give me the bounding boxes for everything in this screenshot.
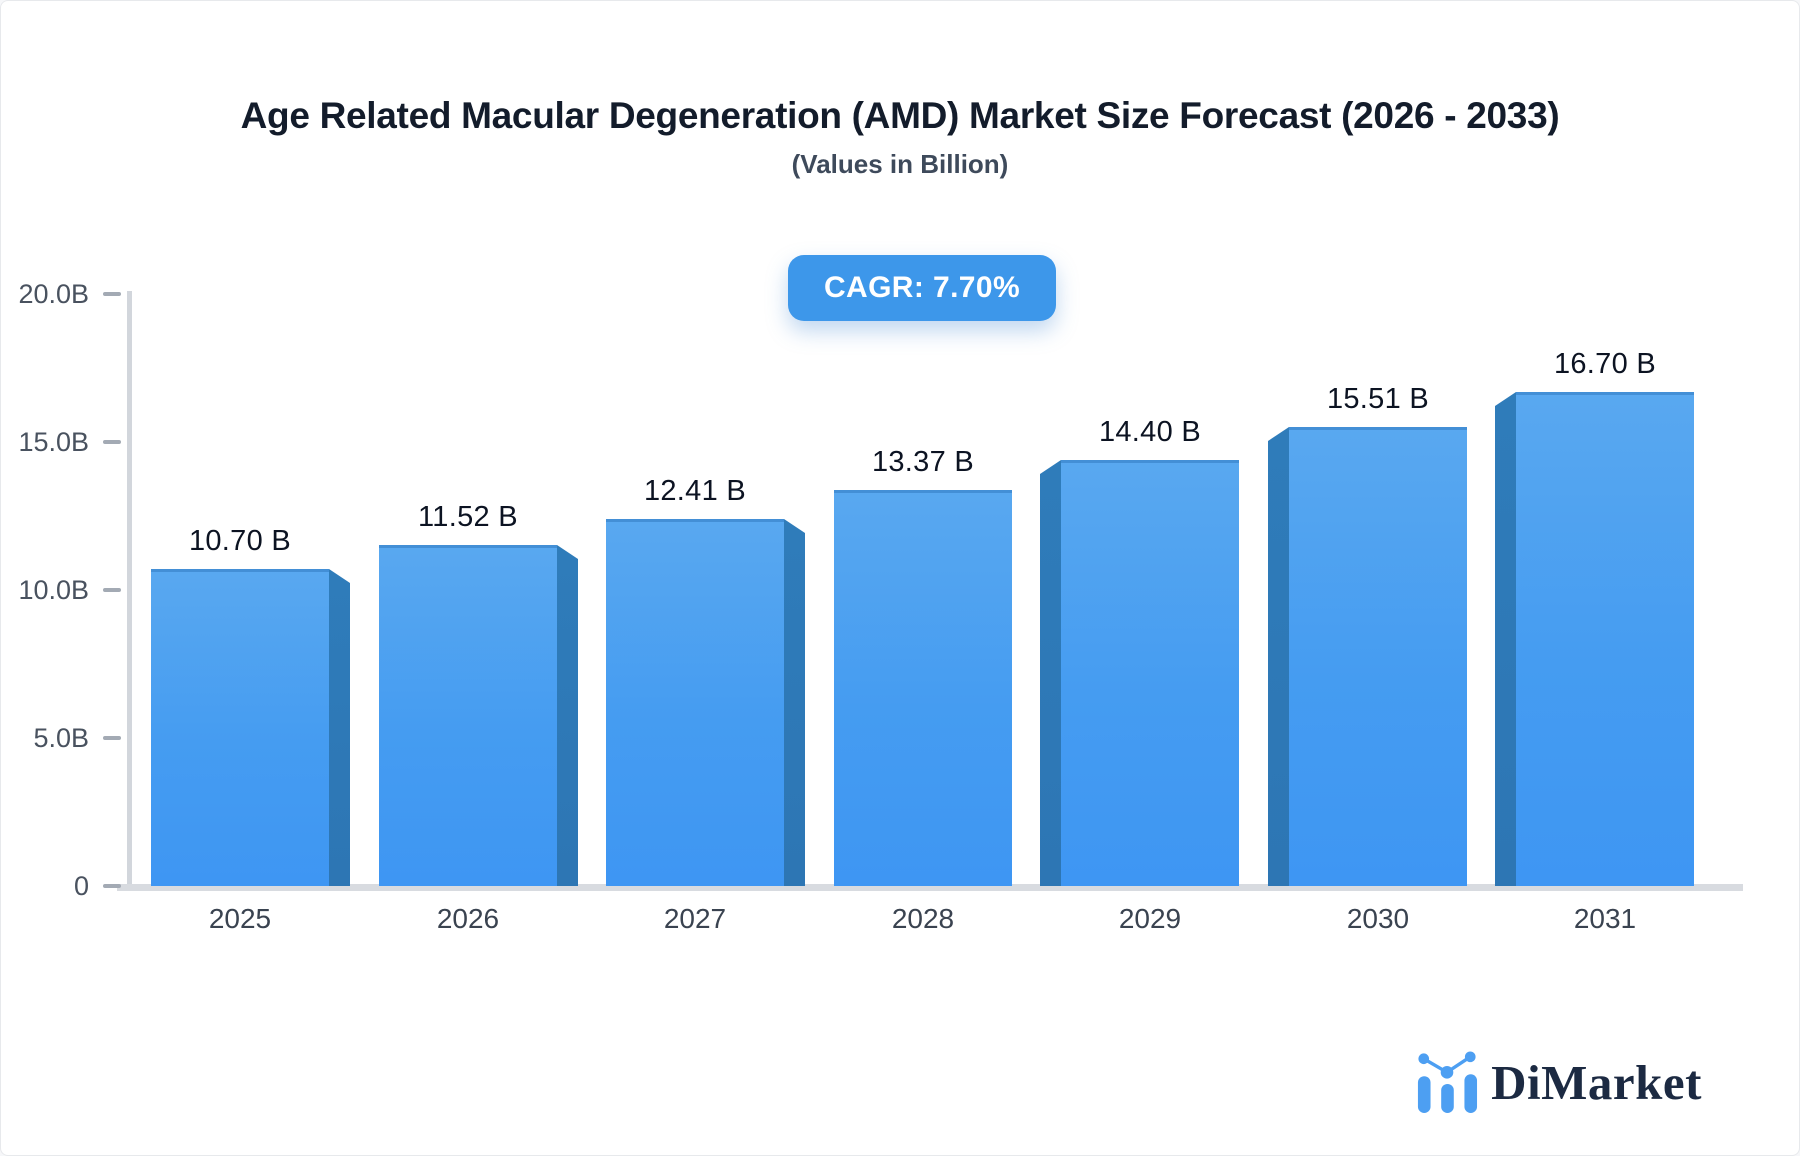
bar-value-label-2028: 13.37 B [871,446,975,478]
bar-2029 [1061,460,1239,886]
y-axis-tick-mark [103,884,121,888]
x-axis-label-2029: 2029 [1118,903,1182,934]
x-axis-label-2027: 2027 [663,903,727,934]
y-axis-tick-label: 0 [73,871,89,901]
bar-2026 [379,545,557,886]
bar-2025 [151,569,329,886]
bar-value-label-2030: 15.51 B [1326,383,1430,415]
bar-value-label-2027: 12.41 B [643,475,747,507]
bar-value-label-2031: 16.70 B [1553,348,1657,380]
dimarket-logo: DiMarket [1416,1049,1702,1115]
bar-value-label-2025: 10.70 B [188,525,292,557]
cagr-badge: CAGR: 7.70% [788,255,1056,321]
bar-side-face-2030 [1268,427,1289,886]
bar-value-label-2029: 14.40 B [1098,416,1202,448]
bar-2027 [606,519,784,886]
x-axis-label-2025: 2025 [208,903,272,934]
chart-subtitle: (Values in Billion) [791,149,1009,179]
y-axis-tick-label: 20.0B [18,279,89,309]
y-axis-tick-label: 10.0B [18,575,89,605]
bar-2030 [1289,427,1467,886]
y-axis-line [127,291,132,885]
y-axis-tick-label: 15.0B [18,427,89,457]
x-axis-label-2028: 2028 [891,903,955,934]
y-axis-tick-mark [103,292,121,296]
logo-text: DiMarket [1491,1054,1702,1110]
bar-side-face-2027 [784,519,805,886]
bar-side-face-2026 [557,545,578,886]
bar-value-label-2026: 11.52 B [418,501,518,533]
x-axis-label-2030: 2030 [1346,903,1410,934]
y-axis-tick-mark [103,736,121,740]
bar-side-face-2031 [1495,392,1516,886]
bar-side-face-2025 [329,569,350,886]
y-axis-tick-mark [103,588,121,592]
bar-2031 [1516,392,1694,886]
x-axis-label-2031: 2031 [1573,903,1637,934]
x-axis-baseline [117,884,1743,891]
y-axis-tick-mark [103,440,121,444]
y-axis-tick-label: 5.0B [33,723,89,753]
chart-title: Age Related Macular Degeneration (AMD) M… [240,95,1560,136]
bar-2028 [834,490,1012,886]
x-axis-label-2026: 2026 [436,903,500,934]
cagr-badge-label: CAGR: 7.70% [823,271,1021,304]
bar-side-face-2029 [1040,460,1061,886]
bar-chart-logo-icon [1418,1051,1478,1113]
